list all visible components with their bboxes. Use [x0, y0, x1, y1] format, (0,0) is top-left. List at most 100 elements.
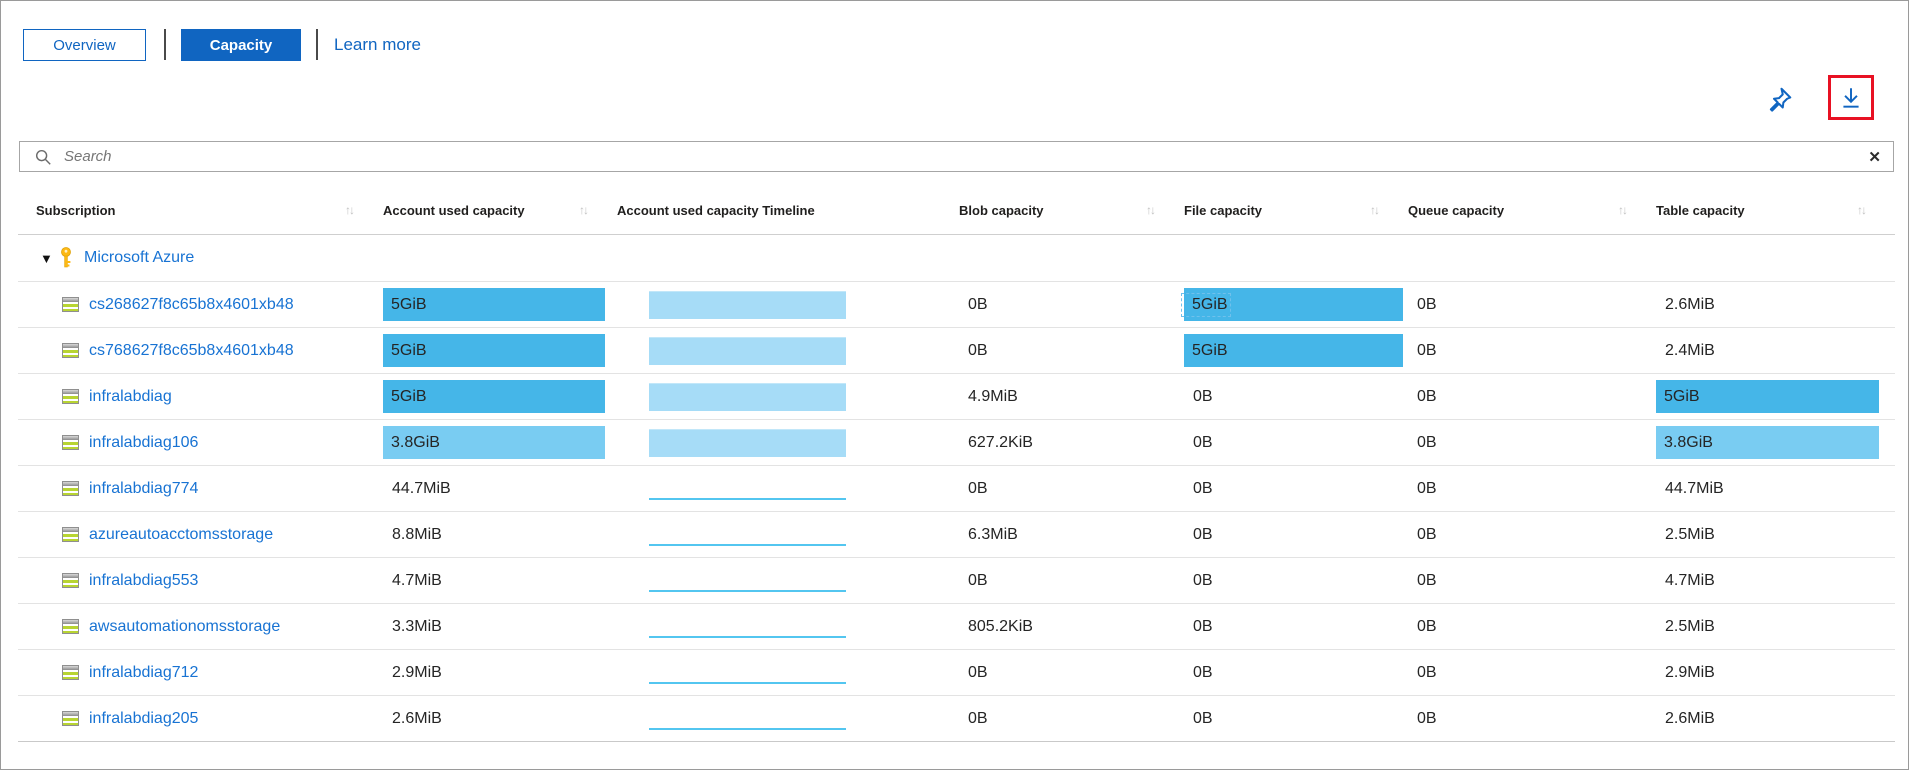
blob-capacity-cell: 0B: [959, 558, 1184, 603]
timeline-cell: [617, 282, 959, 327]
storage-account-link[interactable]: azureautoacctomsstorage: [89, 525, 274, 543]
table-row: infralabdiag106 3.8GiB 627.2KiB 0B 0B 3.8GiB: [18, 419, 1895, 465]
column-header-label: File capacity: [1184, 202, 1263, 218]
column-header-label: Subscription: [36, 202, 116, 218]
timeline-cell: [617, 420, 959, 465]
capacity-cell: 5GiB: [383, 374, 617, 419]
column-header-blob-capacity[interactable]: Blob capacity ↑↓: [959, 203, 1184, 218]
subscription-group-label[interactable]: Microsoft Azure: [84, 249, 195, 266]
capacity-cell: 0B: [1184, 558, 1408, 603]
capacity-value: 0B: [1193, 387, 1213, 405]
key-icon: [61, 247, 71, 268]
capacity-value: 2.9MiB: [392, 663, 442, 681]
capacity-value: 0B: [1417, 663, 1437, 681]
search-input[interactable]: [52, 148, 1869, 165]
capacity-bar: 3.8GiB: [1656, 426, 1879, 459]
blob-capacity-cell: 0B: [959, 696, 1184, 741]
sort-icon[interactable]: ↑↓: [1146, 203, 1156, 217]
timeline-line-icon: [649, 681, 846, 684]
capacity-cell: 44.7MiB: [1656, 466, 1895, 511]
storage-account-link[interactable]: cs268627f8c65b8x4601xb48: [89, 295, 294, 313]
table-row: cs268627f8c65b8x4601xb48 5GiB 0B 5GiB 0B 2.6M…: [18, 281, 1895, 327]
collapse-caret-icon[interactable]: ▼: [40, 250, 53, 266]
capacity-value: 805.2KiB: [968, 617, 1033, 635]
table-row: infralabdiag774 44.7MiB 0B 0B 0B 44.7MiB: [18, 465, 1895, 511]
storage-account-link[interactable]: awsautomationomsstorage: [89, 617, 281, 635]
sort-icon[interactable]: ↑↓: [1857, 203, 1867, 217]
capacity-value: 0B: [1417, 433, 1437, 451]
timeline-sparkline: [649, 471, 846, 507]
table-row: azureautoacctomsstorage 8.8MiB 6.3MiB 0B 0B 2…: [18, 511, 1895, 557]
table-row: cs768627f8c65b8x4601xb48 5GiB 0B 5GiB 0B 2.4M…: [18, 327, 1895, 373]
capacity-value: 4.7MiB: [392, 571, 442, 589]
timeline-line-icon: [649, 635, 846, 638]
timeline-sparkline: [649, 563, 846, 599]
queue-capacity-cell: 0B: [1408, 374, 1656, 419]
sort-icon[interactable]: ↑↓: [1618, 203, 1628, 217]
subscription-group-row: ▼ Microsoft Azure: [18, 234, 1895, 281]
capacity-value: 5GiB: [1181, 292, 1231, 317]
overview-button[interactable]: Overview: [23, 29, 146, 61]
sort-icon[interactable]: ↑↓: [579, 203, 589, 217]
capacity-button[interactable]: Capacity: [181, 29, 301, 61]
timeline-sparkline: [649, 333, 846, 369]
column-header-queue-capacity[interactable]: Queue capacity ↑↓: [1408, 203, 1656, 218]
storage-account-icon: [62, 297, 79, 312]
capacity-value: 0B: [1417, 387, 1437, 405]
storage-account-link[interactable]: infralabdiag205: [89, 709, 199, 727]
storage-account-link[interactable]: infralabdiag106: [89, 433, 199, 451]
storage-account-icon: [62, 665, 79, 680]
capacity-value: 2.6MiB: [1665, 709, 1715, 727]
column-header-label: Queue capacity: [1408, 202, 1505, 218]
storage-account-link[interactable]: infralabdiag: [89, 387, 172, 405]
storage-account-icon: [62, 619, 79, 634]
timeline-sparkline: [649, 287, 846, 323]
capacity-value: 0B: [1193, 617, 1213, 635]
capacity-cell: 5GiB: [1656, 374, 1895, 419]
storage-account-icon: [62, 435, 79, 450]
timeline-bar-icon: [649, 336, 846, 365]
column-header-subscription[interactable]: Subscription ↑↓: [18, 203, 383, 218]
storage-account-icon: [62, 711, 79, 726]
capacity-value: 0B: [1193, 709, 1213, 727]
column-header-label: Blob capacity: [959, 202, 1044, 218]
timeline-cell: [617, 374, 959, 419]
timeline-cell: [617, 604, 959, 649]
capacity-value: 0B: [968, 663, 988, 681]
column-header-file-capacity[interactable]: File capacity ↑↓: [1184, 203, 1408, 218]
storage-account-link[interactable]: infralabdiag712: [89, 663, 199, 681]
column-header-account-used-capacity-timeline: Account used capacity Timeline: [617, 203, 959, 218]
capacity-cell: 44.7MiB: [383, 466, 617, 511]
storage-account-link[interactable]: cs768627f8c65b8x4601xb48: [89, 341, 294, 359]
capacity-value: 0B: [968, 709, 988, 727]
timeline-sparkline: [649, 425, 846, 461]
column-header-account-used-capacity[interactable]: Account used capacity ↑↓: [383, 203, 617, 218]
capacity-value: 4.7MiB: [1665, 571, 1715, 589]
subscription-cell: infralabdiag774: [18, 466, 383, 511]
sort-icon[interactable]: ↑↓: [1370, 203, 1380, 217]
column-header-table-capacity[interactable]: Table capacity ↑↓: [1656, 203, 1895, 218]
capacity-cell: 8.8MiB: [383, 512, 617, 557]
clear-search-icon[interactable]: ✕: [1868, 148, 1881, 166]
capacity-cell: 3.3MiB: [383, 604, 617, 649]
capacity-bar: 5GiB: [1184, 334, 1403, 367]
download-highlight-box: [1828, 75, 1874, 120]
capacity-value: 3.8GiB: [391, 433, 440, 451]
capacity-cell: 2.9MiB: [1656, 650, 1895, 695]
capacity-cell: 0B: [1184, 420, 1408, 465]
timeline-cell: [617, 558, 959, 603]
capacity-cell: 2.5MiB: [1656, 512, 1895, 557]
storage-account-link[interactable]: infralabdiag553: [89, 571, 199, 589]
pin-icon[interactable]: [1764, 85, 1794, 115]
subscription-cell: infralabdiag: [18, 374, 383, 419]
table-row: infralabdiag205 2.6MiB 0B 0B 0B 2.6MiB: [18, 695, 1895, 741]
storage-account-link[interactable]: infralabdiag774: [89, 479, 199, 497]
capacity-value: 0B: [1417, 571, 1437, 589]
capacity-cell: 0B: [1184, 512, 1408, 557]
capacity-value: 0B: [968, 341, 988, 359]
learn-more-link[interactable]: Learn more: [334, 35, 421, 54]
timeline-bar-icon: [649, 428, 846, 457]
download-icon[interactable]: [1838, 85, 1864, 111]
sort-icon[interactable]: ↑↓: [345, 203, 355, 217]
